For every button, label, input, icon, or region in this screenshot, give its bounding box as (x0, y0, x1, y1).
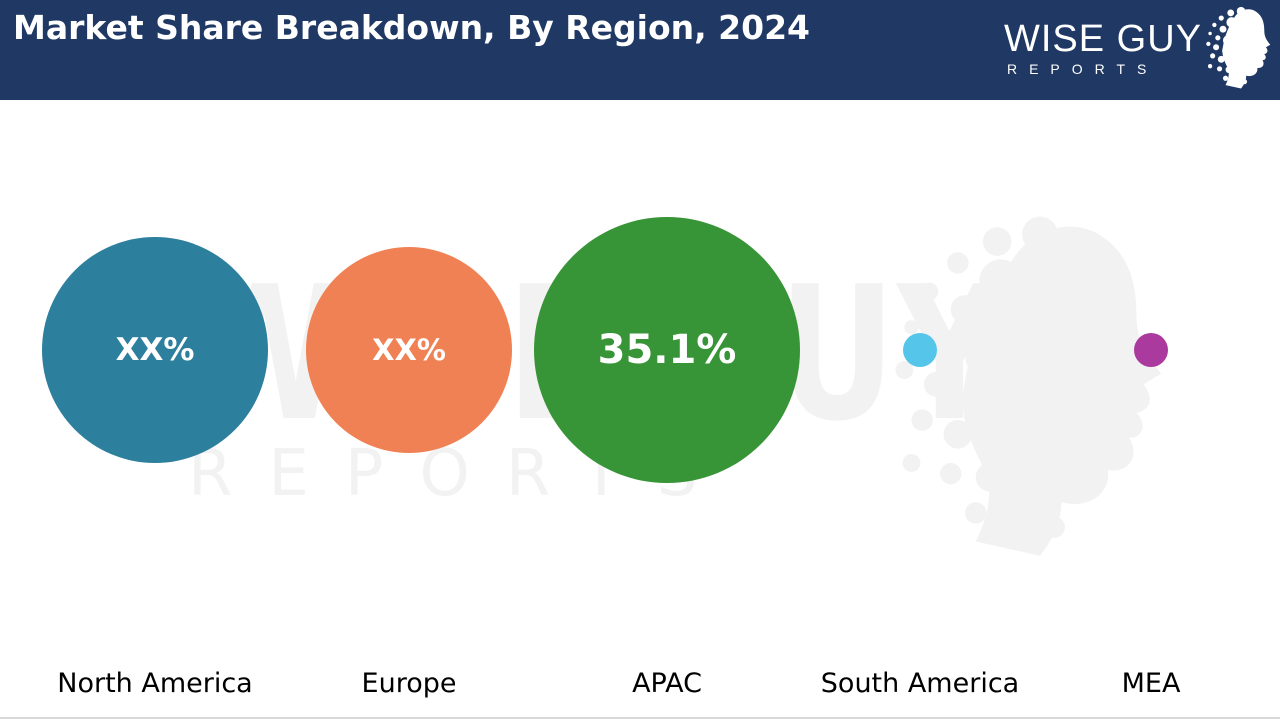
axis-label-south-america: South America (820, 668, 1020, 699)
watermark-head-icon (895, 216, 1162, 556)
brand-logo-text: WISE GUY REPORTS (1004, 20, 1202, 77)
bottom-divider (0, 717, 1280, 719)
axis-label-mea: MEA (1121, 668, 1181, 699)
bubble-value-label: 35.1% (597, 327, 737, 373)
bubble-north-america: XX% (42, 237, 268, 463)
logo-wordmark: WISE GUY (1003, 18, 1202, 60)
page-title: Market Share Breakdown, By Region, 2024 (13, 8, 810, 47)
axis-label-north-america: North America (57, 668, 253, 699)
bubble-mea (1134, 333, 1168, 367)
bubble-value-label: XX% (115, 332, 195, 368)
header-bar: Market Share Breakdown, By Region, 2024 … (0, 0, 1280, 100)
axis-label-apac: APAC (632, 668, 702, 699)
logo-subtext: REPORTS (1006, 61, 1159, 77)
logo-head-icon (1206, 6, 1271, 89)
bubble-value-label: XX% (372, 333, 446, 367)
bubble-south-america (903, 333, 937, 367)
bubble-apac: 35.1% (534, 217, 800, 483)
axis-label-europe: Europe (361, 668, 457, 699)
brand-logo: WISE GUY REPORTS (1004, 6, 1272, 96)
bubble-europe: XX% (306, 247, 512, 453)
